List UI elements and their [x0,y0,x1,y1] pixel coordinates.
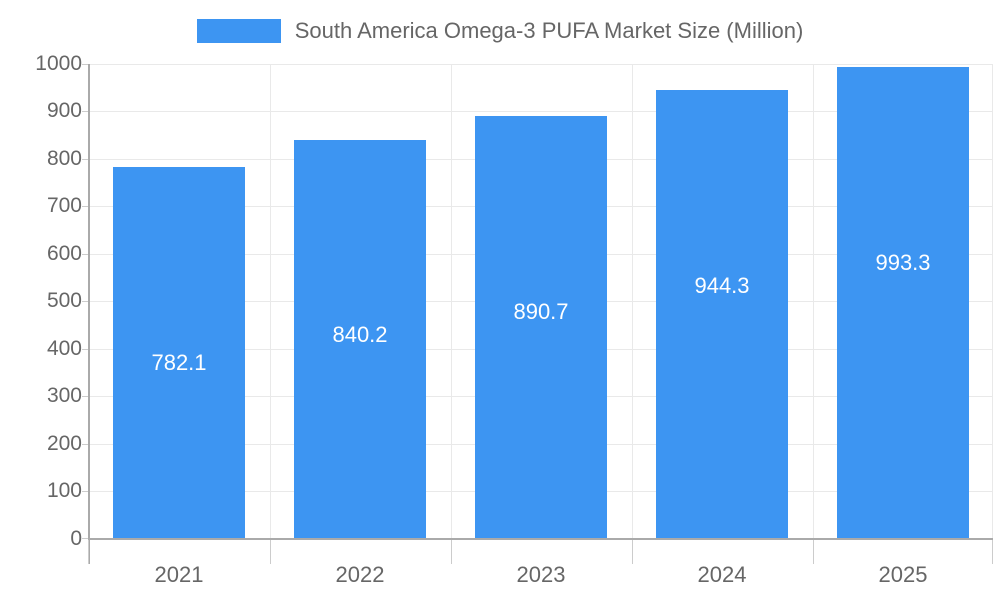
bar-2021[interactable] [113,167,245,538]
gridline-vertical [632,64,633,538]
bar-2025[interactable] [837,67,969,538]
y-tick-mark [82,206,88,207]
y-tick-mark [82,349,88,350]
plot-area: 782.1 840.2 890.7 944.3 993.3 [88,64,993,538]
x-tick-label-2024: 2024 [697,562,747,587]
gridline-vertical [451,64,452,538]
gridline-horizontal [88,64,993,65]
y-tick-mark [82,538,88,539]
x-tick-mark [632,540,633,564]
bar-value-label-2022: 840.2 [332,322,388,347]
y-tick-label-900: 900 [46,99,82,122]
bar-value-label-2021: 782.1 [151,350,207,375]
gridline-vertical [813,64,814,538]
legend-color-swatch-icon [196,19,281,43]
y-tick-label-300: 300 [46,384,82,407]
y-tick-label-500: 500 [46,289,82,312]
y-tick-mark [82,491,88,492]
bar-value-label-2025: 993.3 [875,250,931,275]
gridline-vertical [270,64,271,538]
gridline-horizontal [88,111,993,112]
x-tick-mark [88,540,89,564]
y-tick-mark [82,64,88,65]
gridline-vertical [992,64,993,538]
bar-2022[interactable] [294,139,426,538]
x-tick-label-2022: 2022 [335,562,385,587]
y-tick-mark [82,301,88,302]
x-tick-mark [813,540,814,564]
legend-label: South America Omega-3 PUFA Market Size (… [294,18,804,43]
y-tick-label-100: 100 [46,479,82,502]
y-axis-line [88,64,90,564]
y-tick-label-800: 800 [46,147,82,170]
legend-item[interactable]: South America Omega-3 PUFA Market Size (… [196,18,804,43]
y-tick-mark [82,444,88,445]
y-tick-mark [82,254,88,255]
x-axis-line [88,538,993,540]
y-tick-label-400: 400 [46,337,82,360]
x-tick-mark [992,540,993,564]
x-tick-label-2025: 2025 [878,562,928,587]
y-axis: 1000 900 800 700 600 500 400 300 200 100… [0,0,88,600]
y-tick-label-600: 600 [46,242,82,265]
x-tick-label-2021: 2021 [154,562,204,587]
y-tick-label-200: 200 [46,432,82,455]
x-tick-mark [451,540,452,564]
y-tick-mark [82,159,88,160]
chart-legend: South America Omega-3 PUFA Market Size (… [0,14,1000,48]
y-tick-label-700: 700 [46,194,82,217]
bar-value-label-2023: 890.7 [513,299,569,324]
y-tick-mark [82,396,88,397]
y-tick-label-1000: 1000 [35,52,82,75]
y-tick-mark [82,111,88,112]
bar-2024[interactable] [656,90,788,538]
bar-value-label-2024: 944.3 [694,273,750,298]
bar-2023[interactable] [475,115,607,538]
x-tick-mark [270,540,271,564]
y-tick-label-0: 0 [70,527,82,550]
x-tick-label-2023: 2023 [516,562,566,587]
